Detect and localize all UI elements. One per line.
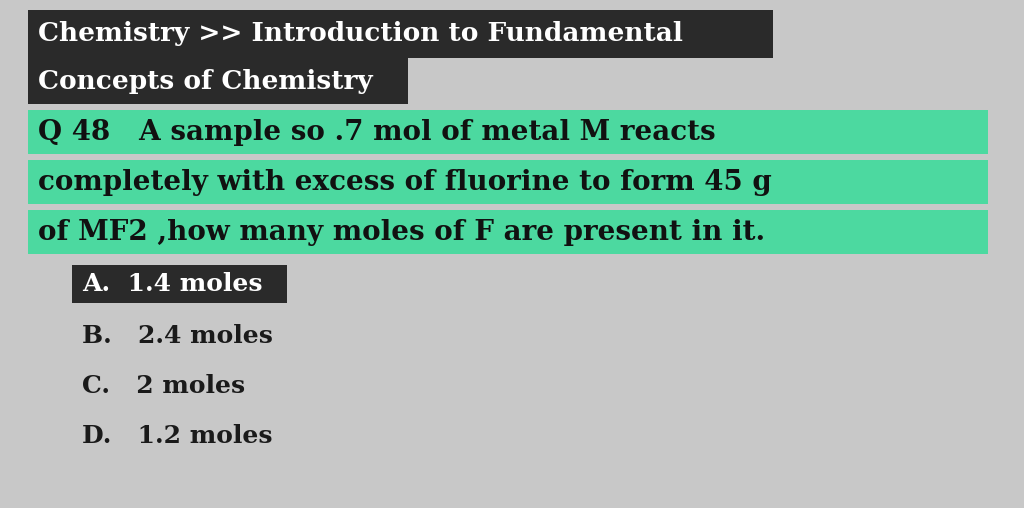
- Bar: [28, 110, 988, 154]
- Bar: [28, 58, 408, 104]
- Text: C.   2 moles: C. 2 moles: [82, 374, 245, 398]
- Text: of MF2 ,how many moles of F are present in it.: of MF2 ,how many moles of F are present …: [38, 218, 765, 245]
- Bar: [28, 10, 773, 58]
- Text: Chemistry >> Introduction to Fundamental: Chemistry >> Introduction to Fundamental: [38, 21, 683, 47]
- Text: Concepts of Chemistry: Concepts of Chemistry: [38, 69, 373, 93]
- Bar: [28, 160, 988, 204]
- Text: B.   2.4 moles: B. 2.4 moles: [82, 324, 272, 348]
- Bar: [72, 265, 287, 303]
- Text: completely with excess of fluorine to form 45 g: completely with excess of fluorine to fo…: [38, 169, 772, 196]
- Text: D.   1.2 moles: D. 1.2 moles: [82, 424, 272, 448]
- Text: Q 48   A sample so .7 mol of metal M reacts: Q 48 A sample so .7 mol of metal M react…: [38, 118, 716, 145]
- Bar: [28, 210, 988, 254]
- Text: A.  1.4 moles: A. 1.4 moles: [82, 272, 262, 296]
